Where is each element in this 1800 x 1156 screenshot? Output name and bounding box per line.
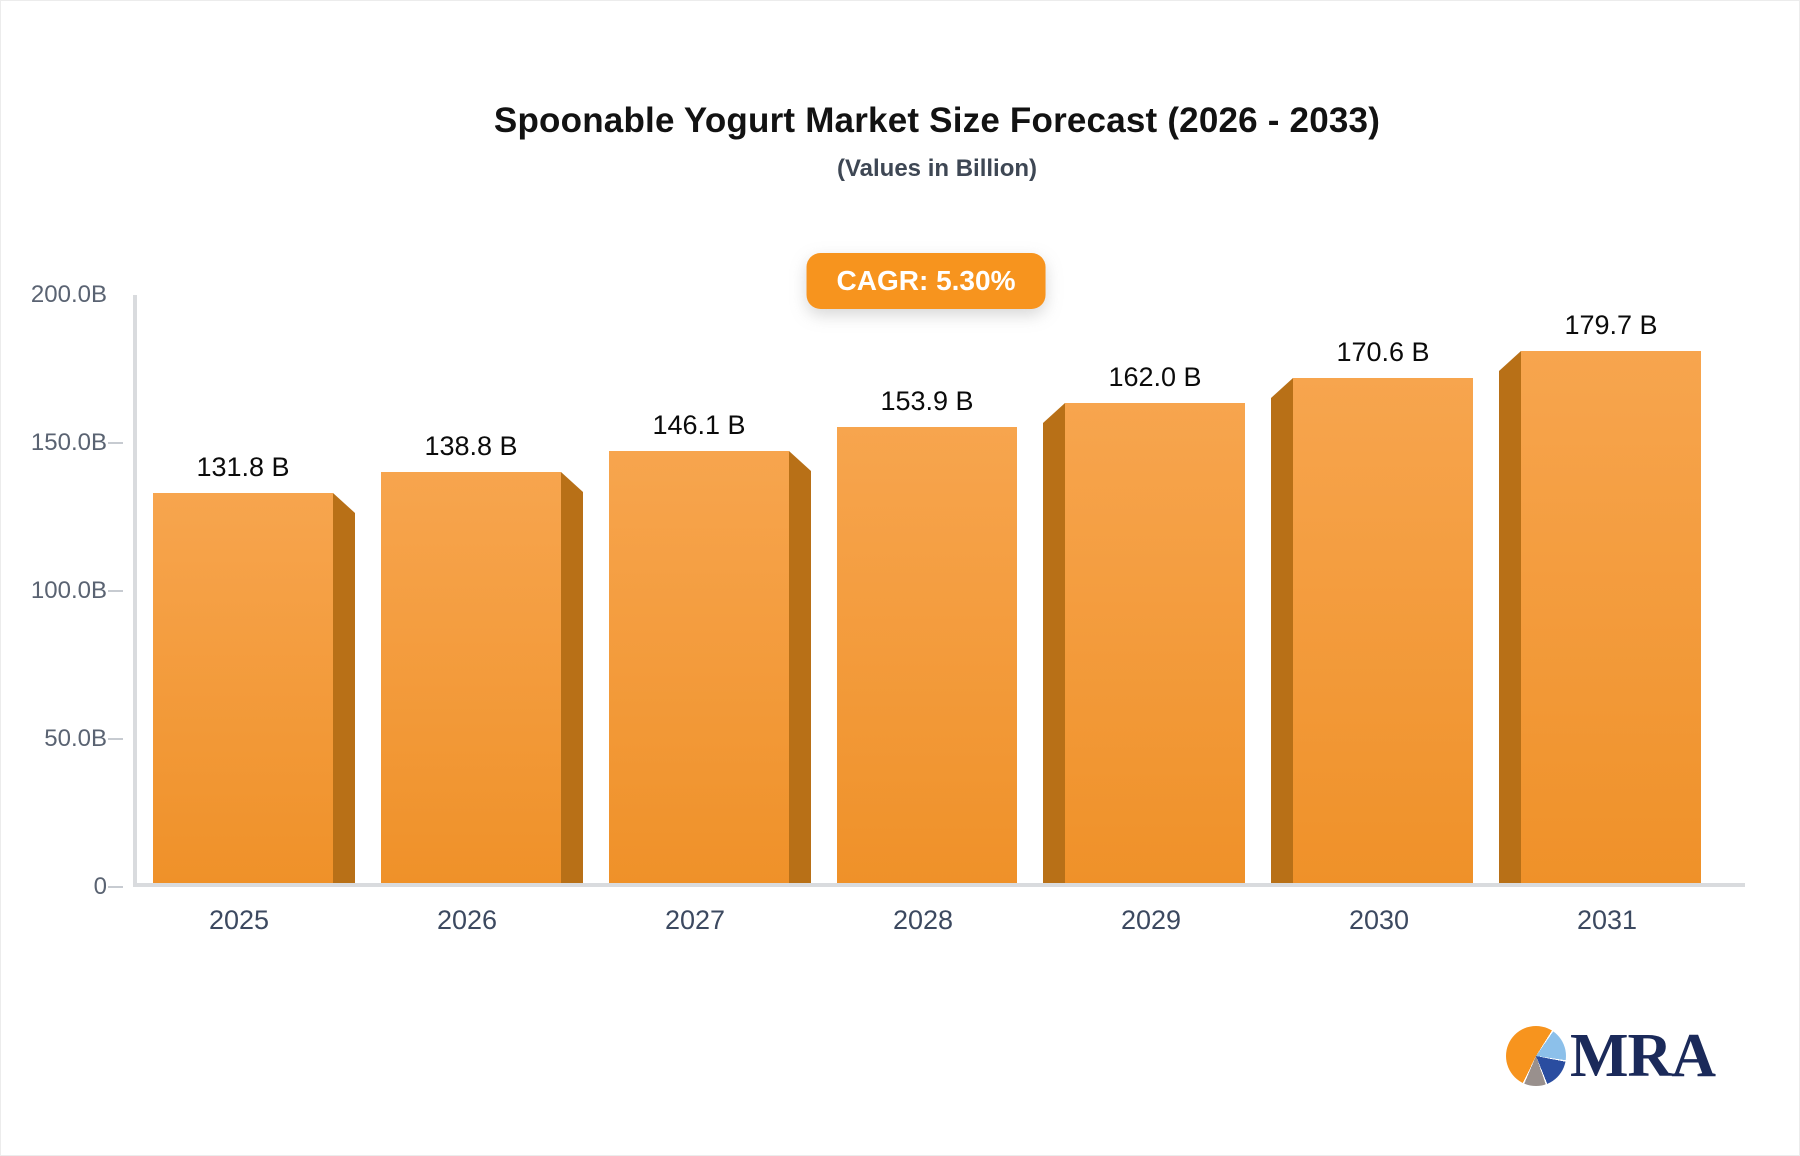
y-axis-label: 0 [93, 873, 107, 900]
x-axis-label: 2028 [892, 905, 954, 935]
bar-value-label: 153.9 B [880, 386, 974, 416]
bar-3d-side [1043, 403, 1065, 883]
bar-value-label: 146.1 B [652, 410, 746, 440]
y-axis-tick [108, 886, 123, 888]
x-axis-label: 2031 [1576, 905, 1638, 935]
bar-3d-side [561, 472, 583, 883]
bar-2029 [1065, 403, 1245, 883]
bar-2031 [1521, 351, 1701, 883]
x-axis-label: 2025 [208, 905, 270, 935]
y-axis-tick [108, 738, 123, 740]
bar-value-label: 131.8 B [196, 452, 290, 482]
y-axis-label: 150.0B [30, 429, 107, 456]
chart-header: Spoonable Yogurt Market Size Forecast (2… [131, 101, 1743, 183]
bar-value-label: 162.0 B [1108, 362, 1202, 392]
x-axis-label: 2026 [436, 905, 498, 935]
x-axis-label: 2030 [1348, 905, 1410, 935]
logo-text: MRA [1570, 1022, 1716, 1090]
x-axis-label: 2027 [664, 905, 726, 935]
bar-value-label: 138.8 B [424, 431, 518, 461]
y-axis-tick [108, 442, 123, 444]
page-subtitle: (Values in Billion) [836, 155, 1038, 182]
bar-3d-side [1499, 351, 1521, 883]
x-axis-label: 2029 [1120, 905, 1182, 935]
bar-3d-side [789, 451, 811, 883]
bar-2026 [381, 472, 561, 883]
pie-chart-icon [1506, 1026, 1566, 1086]
bar-value-label: 179.7 B [1564, 310, 1658, 340]
bar-value-label: 170.6 B [1336, 337, 1430, 367]
cagr-badge: CAGR: 5.30% [806, 253, 1046, 309]
bar-2030 [1293, 378, 1473, 883]
bar-3d-side [333, 493, 355, 883]
bar-2027 [609, 451, 789, 883]
brand-logo: MRA [1506, 1022, 1716, 1090]
page-title: Spoonable Yogurt Market Size Forecast (2… [493, 101, 1381, 140]
plot-area: 131.8 B 138.8 B 146.1 B 153.9 B 162.0 B 170.6… [133, 295, 1745, 887]
bar-2028 [837, 427, 1017, 883]
y-axis-tick [108, 590, 123, 592]
y-axis-label: 200.0B [30, 281, 107, 308]
y-axis-label: 50.0B [44, 725, 107, 752]
y-axis-label: 100.0B [30, 577, 107, 604]
bar-2025 [153, 493, 333, 883]
bar-3d-side [1271, 378, 1293, 883]
